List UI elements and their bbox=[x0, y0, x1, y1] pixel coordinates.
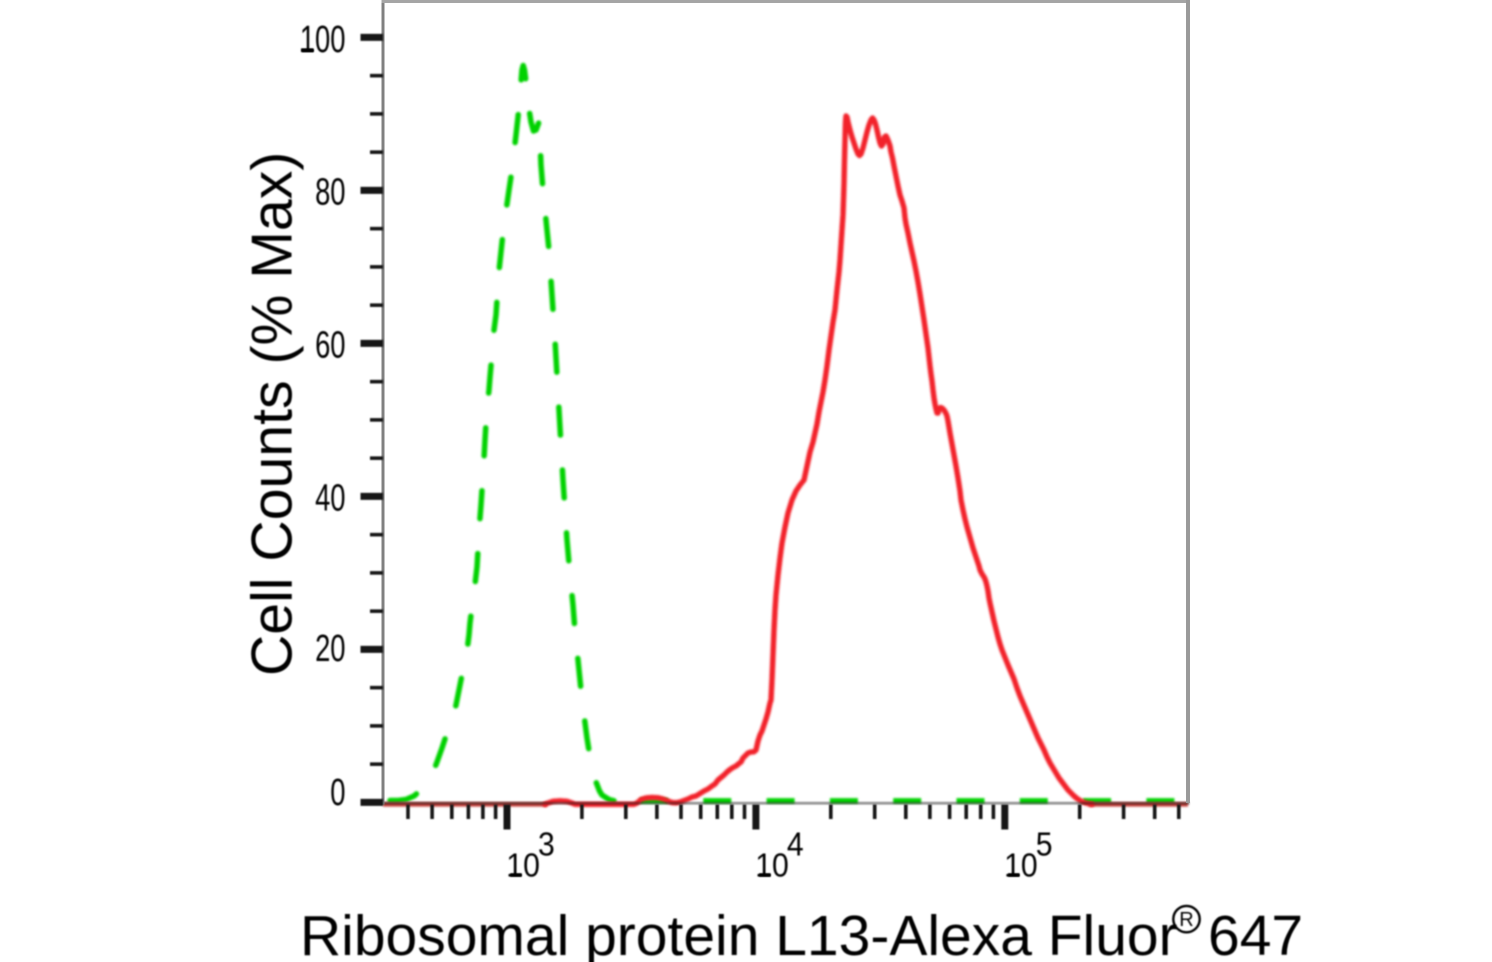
svg-text:R: R bbox=[1179, 909, 1193, 931]
svg-text:80: 80 bbox=[315, 171, 345, 213]
svg-text:647: 647 bbox=[1208, 904, 1303, 962]
svg-text:10: 10 bbox=[755, 846, 789, 884]
svg-text:5: 5 bbox=[1036, 825, 1053, 863]
svg-text:10: 10 bbox=[506, 846, 540, 884]
svg-text:4: 4 bbox=[787, 825, 804, 863]
svg-text:20: 20 bbox=[315, 628, 345, 670]
svg-text:100: 100 bbox=[300, 19, 346, 61]
svg-text:Ribosomal protein L13-Alexa Fl: Ribosomal protein L13-Alexa Fluor bbox=[300, 904, 1178, 962]
svg-text:0: 0 bbox=[330, 772, 345, 814]
svg-text:3: 3 bbox=[538, 825, 555, 863]
svg-text:Cell Counts (% Max): Cell Counts (% Max) bbox=[241, 152, 305, 676]
svg-text:60: 60 bbox=[315, 324, 345, 366]
svg-text:40: 40 bbox=[315, 477, 345, 519]
svg-text:10: 10 bbox=[1004, 846, 1038, 884]
